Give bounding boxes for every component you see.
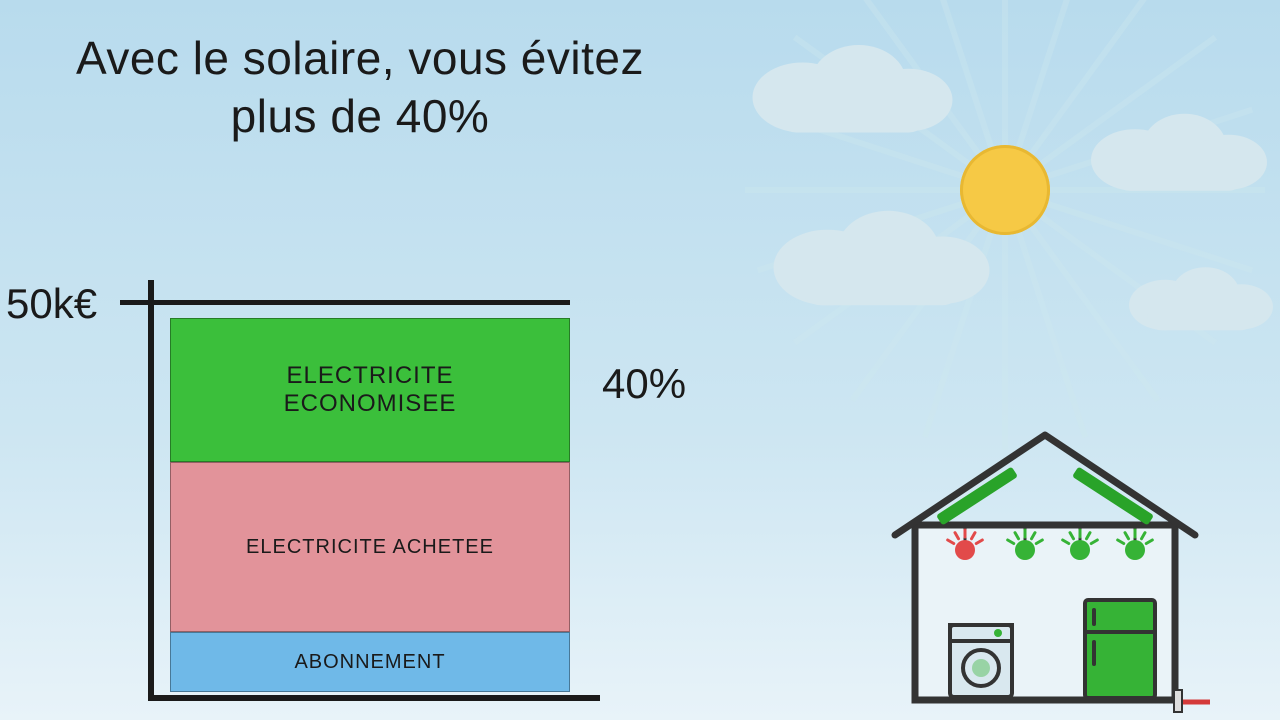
x-axis	[148, 695, 600, 701]
y-axis	[148, 280, 154, 695]
bar-segment-sub: ABONNEMENT	[170, 632, 570, 692]
fridge-icon	[1085, 600, 1155, 698]
house-illustration	[880, 420, 1210, 700]
top-rule	[120, 300, 570, 305]
headline-line1: Avec le solaire, vous évitez	[30, 30, 690, 88]
saved-percent-label: 40%	[602, 360, 686, 408]
cost-chart: 50k€ ELECTRICITEECONOMISEEELECTRICITE AC…	[0, 280, 640, 700]
y-axis-label: 50k€	[6, 280, 97, 328]
sun-icon	[960, 145, 1050, 235]
bar-segment-bought: ELECTRICITE ACHETEE	[170, 462, 570, 632]
headline: Avec le solaire, vous évitez plus de 40%	[30, 30, 690, 145]
bar-segment-saved: ELECTRICITEECONOMISEE	[170, 318, 570, 462]
washer-icon	[950, 625, 1012, 697]
headline-line2: plus de 40%	[30, 88, 690, 146]
